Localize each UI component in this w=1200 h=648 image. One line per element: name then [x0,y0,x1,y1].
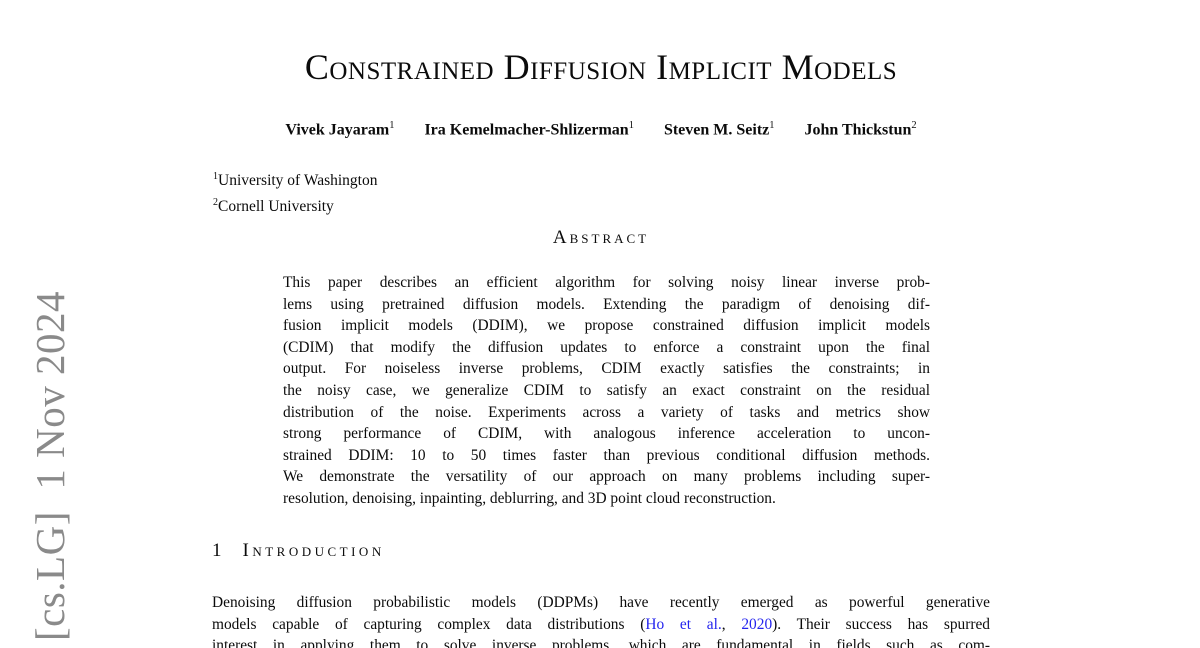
abstract-body: This paper describes an efficient algori… [283,272,930,510]
abstract-line: This paper describes an efficient algori… [283,274,930,291]
affiliation: 1University of Washington [213,166,377,192]
author: Steven M. Seitz1 [664,120,775,139]
abstract-line: strong performance of CDIM, with analogo… [283,425,930,443]
introduction-paragraph: Denoising diffusion probabilistic models… [212,592,990,648]
abstract-line: (CDIM) that modify the diffusion updates… [283,338,930,356]
author: Vivek Jayaram1 [285,120,394,139]
abstract-line: lems using pretrained diffusion models. … [283,295,930,313]
author-list: Vivek Jayaram1 Ira Kemelmacher-Shlizerma… [212,120,990,139]
author: John Thickstun2 [805,120,917,139]
intro-line-text: models capable of capturing complex data… [212,615,646,633]
abstract-line: strained DDIM: 10 to 50 times faster tha… [283,446,930,464]
intro-line: Denoising diffusion probabilistic models… [212,594,990,611]
intro-line: interest in applying them to solve inver… [212,637,990,648]
author-name: Vivek Jayaram [285,121,390,139]
abstract-line: fusion implicit models (DDIM), we propos… [283,317,930,335]
abstract-line: the noisy case, we generalize CDIM to sa… [283,381,930,399]
citation-link[interactable]: Ho et al. [645,615,722,633]
section-title: Introduction [242,540,385,561]
author: Ira Kemelmacher-Shlizerman1 [424,120,633,139]
intro-line-text: ). Their success has spurred [772,615,990,633]
intro-line: models capable of capturing complex data… [212,614,990,636]
affiliation-name: University of Washington [218,172,378,190]
citation-separator: , [721,615,742,633]
arxiv-watermark: [cs.LG] 1 Nov 2024 [27,291,73,641]
section-number: 1 [212,540,222,561]
affiliation-superscript: 2 [213,197,218,209]
section-heading-introduction: 1 Introduction [212,540,385,562]
abstract-line: output. For noiseless inverse problems, … [283,360,930,378]
affiliation-name: Cornell University [218,198,334,216]
content-column: Constrained Diffusion Implicit Models Vi… [212,0,990,648]
author-superscript: 2 [911,120,917,131]
paper-title: Constrained Diffusion Implicit Models [304,47,898,87]
author-superscript: 1 [389,120,395,131]
author-name: Ira Kemelmacher-Shlizerman [424,121,629,139]
author-superscript: 1 [628,120,634,131]
author-superscript: 1 [769,120,775,131]
abstract-line: resolution, denoising, inpainting, deblu… [283,489,776,507]
abstract-line: We demonstrate the versatility of our ap… [283,468,930,486]
affiliation-superscript: 1 [213,171,218,182]
abstract-heading: Abstract [552,227,650,248]
affiliation-list: 1University of Washington 2Cornell Unive… [213,166,377,218]
affiliation: 2Cornell University [213,192,377,218]
citation-year-link[interactable]: 2020 [741,615,773,633]
author-name: Steven M. Seitz [663,121,770,139]
author-name: John Thickstun [804,121,912,139]
abstract-line: distribution of the noise. Experiments a… [283,403,930,421]
